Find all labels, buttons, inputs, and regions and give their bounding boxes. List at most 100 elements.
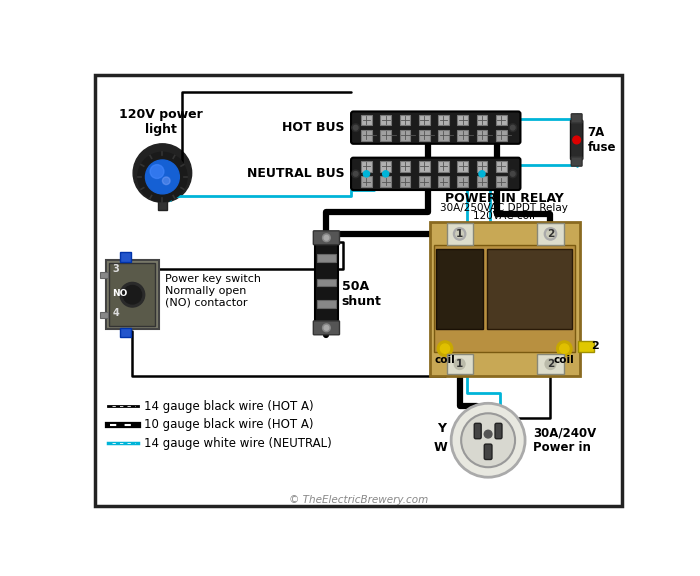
FancyBboxPatch shape — [314, 321, 340, 335]
Text: 2: 2 — [592, 342, 599, 351]
Circle shape — [560, 344, 569, 353]
FancyBboxPatch shape — [315, 242, 338, 323]
Circle shape — [352, 170, 360, 177]
Circle shape — [324, 325, 329, 330]
Text: 14 gauge black wire (HOT A): 14 gauge black wire (HOT A) — [144, 400, 314, 413]
Text: 14 gauge white wire (NEUTRAL): 14 gauge white wire (NEUTRAL) — [144, 437, 332, 450]
FancyBboxPatch shape — [120, 328, 131, 337]
Circle shape — [323, 324, 330, 332]
FancyBboxPatch shape — [477, 161, 487, 172]
Text: POWER IN RELAY: POWER IN RELAY — [445, 192, 564, 205]
FancyBboxPatch shape — [400, 130, 410, 141]
Text: 3: 3 — [112, 264, 119, 274]
FancyBboxPatch shape — [477, 115, 487, 126]
FancyBboxPatch shape — [487, 248, 572, 329]
FancyBboxPatch shape — [361, 115, 372, 126]
FancyBboxPatch shape — [109, 263, 155, 326]
Text: Power key switch
Normally open
(NO) contactor: Power key switch Normally open (NO) cont… — [164, 274, 260, 308]
FancyBboxPatch shape — [438, 130, 449, 141]
FancyBboxPatch shape — [419, 115, 430, 126]
FancyBboxPatch shape — [477, 176, 487, 187]
Text: 1: 1 — [456, 359, 463, 369]
FancyBboxPatch shape — [447, 354, 473, 374]
Circle shape — [150, 165, 164, 179]
FancyBboxPatch shape — [380, 115, 391, 126]
Text: 1: 1 — [456, 229, 463, 239]
FancyBboxPatch shape — [419, 161, 430, 172]
FancyBboxPatch shape — [496, 115, 507, 126]
FancyBboxPatch shape — [438, 115, 449, 126]
FancyBboxPatch shape — [495, 423, 502, 439]
Circle shape — [479, 170, 485, 177]
FancyBboxPatch shape — [380, 176, 391, 187]
Text: 30A/240V
Power in: 30A/240V Power in — [533, 426, 596, 454]
Circle shape — [484, 430, 492, 438]
FancyBboxPatch shape — [457, 176, 468, 187]
FancyBboxPatch shape — [106, 260, 158, 329]
FancyBboxPatch shape — [317, 300, 336, 308]
FancyBboxPatch shape — [95, 75, 622, 506]
FancyBboxPatch shape — [438, 161, 449, 172]
Text: © TheElectricBrewery.com: © TheElectricBrewery.com — [289, 495, 428, 505]
Text: 10 gauge black wire (HOT A): 10 gauge black wire (HOT A) — [144, 418, 314, 431]
FancyBboxPatch shape — [419, 130, 430, 141]
Circle shape — [451, 403, 525, 478]
FancyBboxPatch shape — [351, 112, 520, 144]
FancyBboxPatch shape — [361, 161, 372, 172]
Text: coil: coil — [554, 355, 575, 365]
FancyBboxPatch shape — [314, 231, 340, 245]
FancyBboxPatch shape — [457, 115, 468, 126]
Circle shape — [146, 160, 179, 194]
Circle shape — [510, 172, 515, 176]
Text: 7A
fuse: 7A fuse — [587, 126, 616, 154]
FancyBboxPatch shape — [538, 223, 564, 245]
FancyBboxPatch shape — [400, 161, 410, 172]
Circle shape — [454, 228, 466, 240]
FancyBboxPatch shape — [477, 130, 487, 141]
Circle shape — [323, 234, 330, 241]
Circle shape — [120, 282, 145, 307]
Circle shape — [456, 230, 463, 238]
Circle shape — [573, 136, 580, 144]
Circle shape — [556, 341, 572, 357]
Circle shape — [510, 126, 515, 130]
Circle shape — [138, 152, 187, 202]
FancyBboxPatch shape — [400, 176, 410, 187]
Circle shape — [509, 170, 517, 177]
FancyBboxPatch shape — [120, 252, 131, 262]
Circle shape — [461, 414, 515, 467]
FancyBboxPatch shape — [435, 248, 484, 329]
FancyBboxPatch shape — [380, 130, 391, 141]
FancyBboxPatch shape — [496, 161, 507, 172]
Text: 2: 2 — [547, 359, 554, 369]
FancyBboxPatch shape — [538, 354, 564, 374]
Text: Y: Y — [438, 422, 447, 435]
Text: 120VAC coil: 120VAC coil — [473, 211, 536, 221]
Circle shape — [440, 344, 449, 353]
FancyBboxPatch shape — [100, 312, 108, 318]
FancyBboxPatch shape — [380, 161, 391, 172]
FancyBboxPatch shape — [351, 158, 520, 190]
FancyBboxPatch shape — [474, 423, 481, 439]
FancyBboxPatch shape — [570, 120, 583, 160]
Circle shape — [545, 359, 556, 369]
FancyBboxPatch shape — [317, 254, 336, 262]
Circle shape — [354, 172, 358, 176]
Circle shape — [354, 126, 358, 130]
Text: 4: 4 — [112, 308, 119, 317]
Circle shape — [509, 124, 517, 131]
Circle shape — [454, 359, 465, 369]
FancyBboxPatch shape — [100, 272, 108, 278]
Text: NO: NO — [112, 289, 127, 298]
FancyBboxPatch shape — [430, 222, 580, 376]
FancyBboxPatch shape — [457, 130, 468, 141]
FancyBboxPatch shape — [571, 157, 582, 166]
Circle shape — [324, 236, 329, 240]
Circle shape — [162, 177, 170, 185]
FancyBboxPatch shape — [361, 176, 372, 187]
FancyBboxPatch shape — [496, 130, 507, 141]
Circle shape — [545, 228, 556, 240]
Text: 120V power
light: 120V power light — [119, 108, 203, 136]
Text: 30A/250VAC DPDT Relay: 30A/250VAC DPDT Relay — [440, 203, 568, 213]
Circle shape — [438, 341, 453, 357]
